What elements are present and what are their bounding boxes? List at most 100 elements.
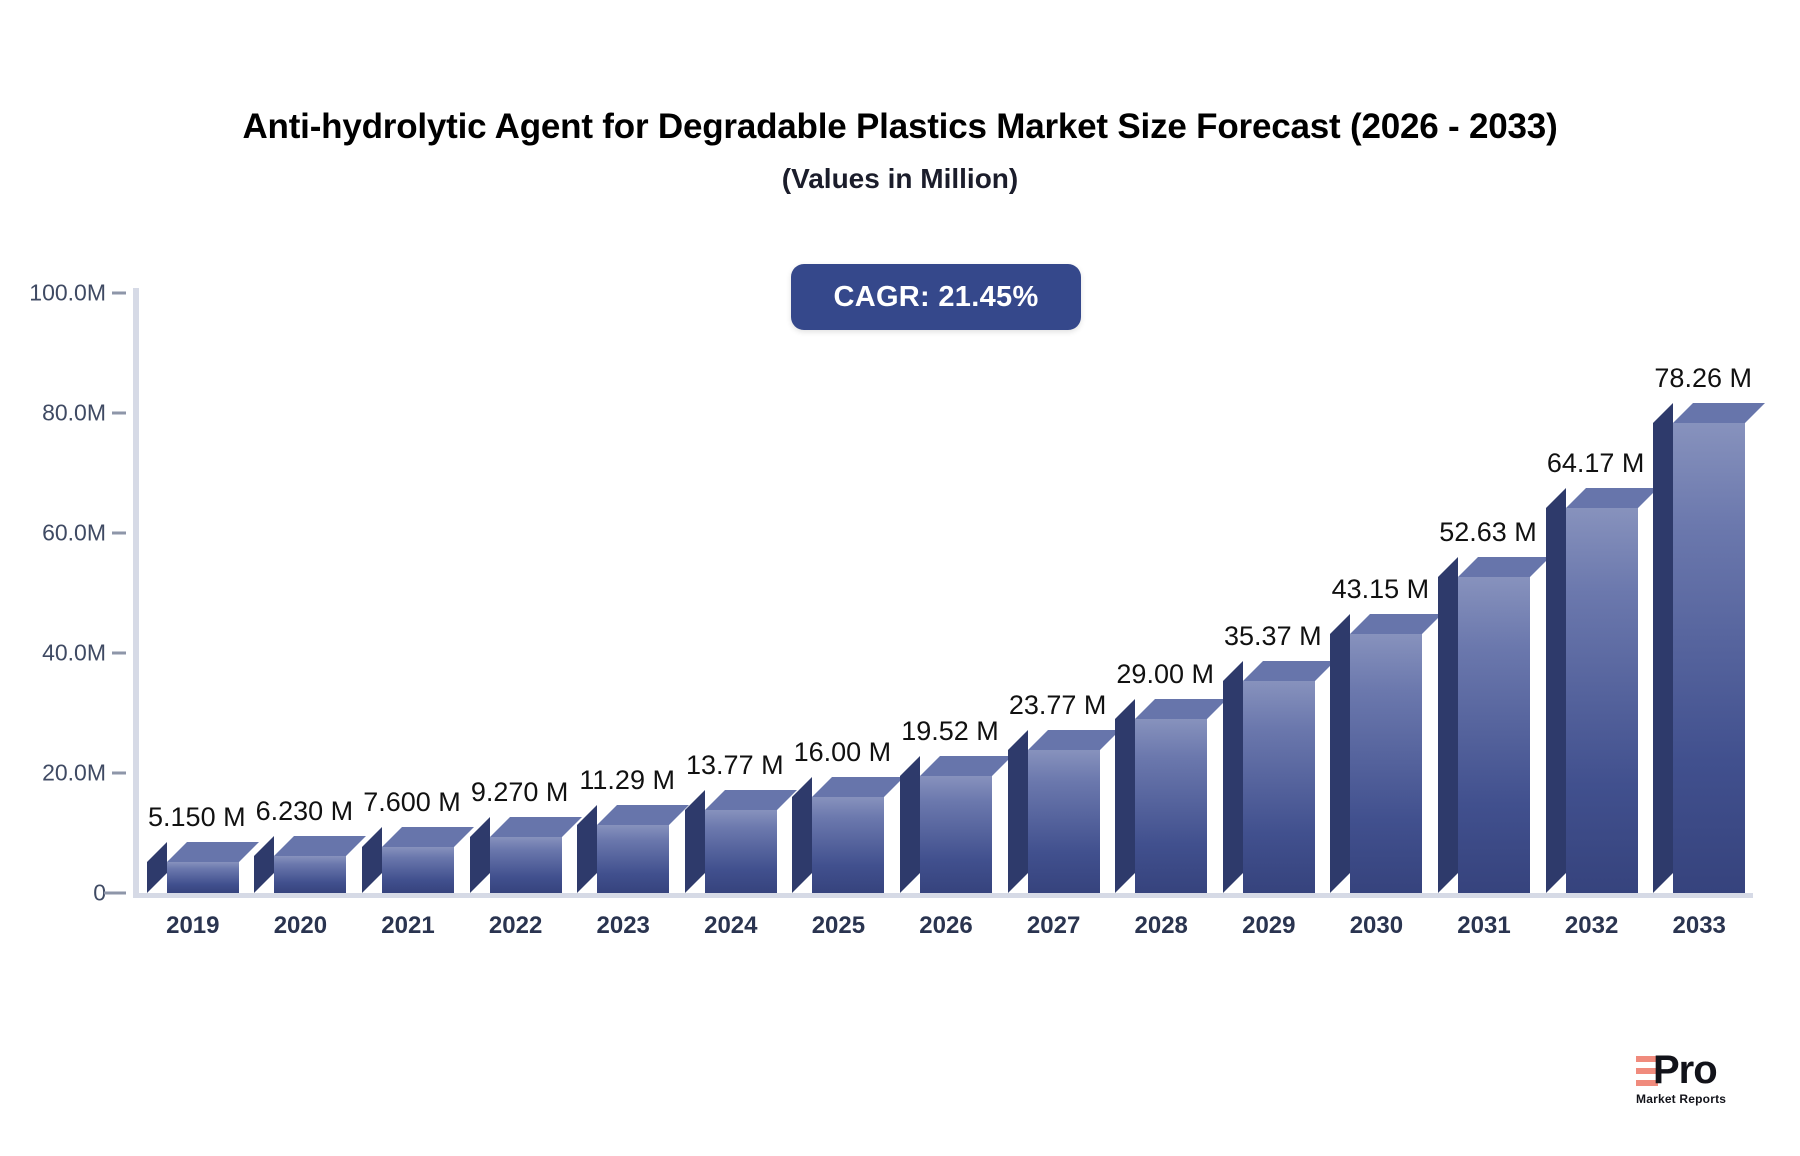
bar-top-face (597, 805, 690, 826)
bar-value-label: 64.17 M (1546, 447, 1645, 478)
x-axis-label-2031: 2031 (1457, 912, 1511, 939)
bar-side-face (1653, 403, 1674, 893)
bar-front-face (704, 810, 777, 893)
bar-top-face (812, 777, 905, 797)
bar-side-face (469, 817, 490, 893)
x-axis-label-2020: 2020 (273, 912, 328, 939)
x-axis-label-2026: 2026 (919, 912, 973, 939)
bar-value-label: 78.26 M (1654, 363, 1752, 394)
bar-top-face (1458, 557, 1550, 578)
bar-2028 (1115, 699, 1228, 893)
x-axis-label-2023: 2023 (596, 912, 650, 939)
page-title: Anti-hydrolytic Agent for Degradable Pla… (242, 107, 1558, 146)
y-axis-tick-mark (112, 771, 126, 775)
bar-side-face (577, 805, 598, 893)
bar-value-label: 35.37 M (1224, 620, 1322, 651)
bar-top-face (1242, 660, 1335, 681)
bar-front-face (489, 837, 562, 893)
bar-top-face (920, 755, 1012, 776)
bar-front-face (920, 775, 992, 893)
bar-2020 (254, 835, 367, 893)
bar-side-face (146, 842, 167, 893)
x-axis-label-2022: 2022 (488, 912, 543, 939)
bar-2025 (792, 777, 905, 893)
x-axis-line (133, 893, 1753, 898)
logo-tagline: Market Reports (1636, 1092, 1727, 1106)
bar-2023 (577, 805, 690, 893)
y-axis-tick-mark (112, 291, 126, 295)
x-axis-label-2027: 2027 (1026, 912, 1081, 939)
bar-front-face (1350, 634, 1423, 893)
bar-top-face (704, 790, 797, 811)
bar-side-face (1438, 557, 1458, 893)
bar-value-label: 19.52 M (901, 715, 999, 746)
bar-value-label: 9.270 M (470, 777, 569, 808)
bar-value-label: 13.77 M (686, 750, 784, 781)
bar-front-face (274, 855, 347, 893)
bar-top-face (1565, 487, 1658, 508)
y-axis-tick-label: 0 (93, 879, 106, 906)
bar-2022 (469, 817, 582, 893)
bar-side-face (1115, 699, 1136, 893)
x-axis-label-2019: 2019 (166, 912, 220, 939)
bar-top-face (1027, 730, 1120, 751)
bar-2030 (1330, 614, 1443, 893)
bar-side-face (684, 790, 705, 893)
bar-top-face (489, 817, 582, 838)
pro-market-reports-logo: Pro Market Reports (1636, 1048, 1766, 1114)
bar-front-face (1673, 423, 1746, 893)
y-axis-line (133, 288, 139, 896)
y-axis-tick-label: 80.0M (42, 399, 106, 426)
bar-top-face (274, 835, 367, 856)
bar-2024 (684, 790, 797, 893)
bar-2021 (362, 827, 474, 893)
bar-front-face (597, 825, 670, 893)
logo-stripes-icon (1636, 1056, 1658, 1092)
bar-top-face (1350, 614, 1443, 635)
cagr-badge: CAGR: 21.45% (791, 264, 1081, 330)
bar-value-label: 5.150 M (148, 802, 246, 833)
bar-value-label: 6.230 M (255, 795, 354, 826)
y-axis-tick-mark (112, 651, 126, 655)
bar-value-label: 11.29 M (579, 765, 675, 796)
bar-2029 (1222, 660, 1335, 893)
bar-side-face (1545, 487, 1566, 893)
bar-front-face (1565, 507, 1638, 893)
x-axis-label-2032: 2032 (1564, 912, 1619, 939)
bar-front-face (812, 797, 885, 893)
bar-side-face (792, 777, 813, 893)
bar-value-label: 23.77 M (1008, 690, 1107, 721)
bar-value-label: 7.600 M (363, 787, 461, 818)
bar-top-face (1673, 403, 1766, 424)
bar-top-face (382, 827, 474, 848)
bar-front-face (1135, 719, 1208, 893)
bar-value-label: 29.00 M (1116, 659, 1214, 689)
x-axis-label-2029: 2029 (1242, 912, 1296, 939)
bar-2031 (1438, 557, 1550, 893)
y-axis-tick-label: 40.0M (42, 639, 106, 666)
bar-top-face (1135, 699, 1228, 719)
y-axis-tick-mark (104, 891, 126, 895)
x-axis-label-2025: 2025 (811, 912, 866, 939)
bar-side-face (900, 755, 920, 893)
title-block: Anti-hydrolytic Agent for Degradable Pla… (0, 107, 1800, 195)
bar-side-face (362, 827, 382, 893)
y-axis-tick-label: 20.0M (42, 759, 106, 786)
chart-subtitle: (Values in Million) (781, 162, 1019, 194)
bar-2026 (900, 755, 1012, 893)
cagr-badge-label: CAGR: 21.45% (833, 280, 1039, 313)
bar-front-face (1027, 750, 1100, 893)
x-axis-label-2033: 2033 (1672, 912, 1726, 939)
bar-front-face (382, 847, 454, 893)
x-axis-label-2024: 2024 (704, 912, 758, 939)
bar-side-face (254, 835, 275, 893)
x-axis-label-2028: 2028 (1134, 912, 1188, 939)
y-axis-tick-label: 100.0M (29, 279, 106, 306)
bar-front-face (1242, 680, 1315, 893)
bar-value-label: 43.15 M (1331, 574, 1430, 605)
bar-value-label: 52.63 M (1439, 517, 1537, 548)
bar-front-face (1458, 577, 1530, 893)
y-axis-tick-mark (112, 531, 126, 535)
